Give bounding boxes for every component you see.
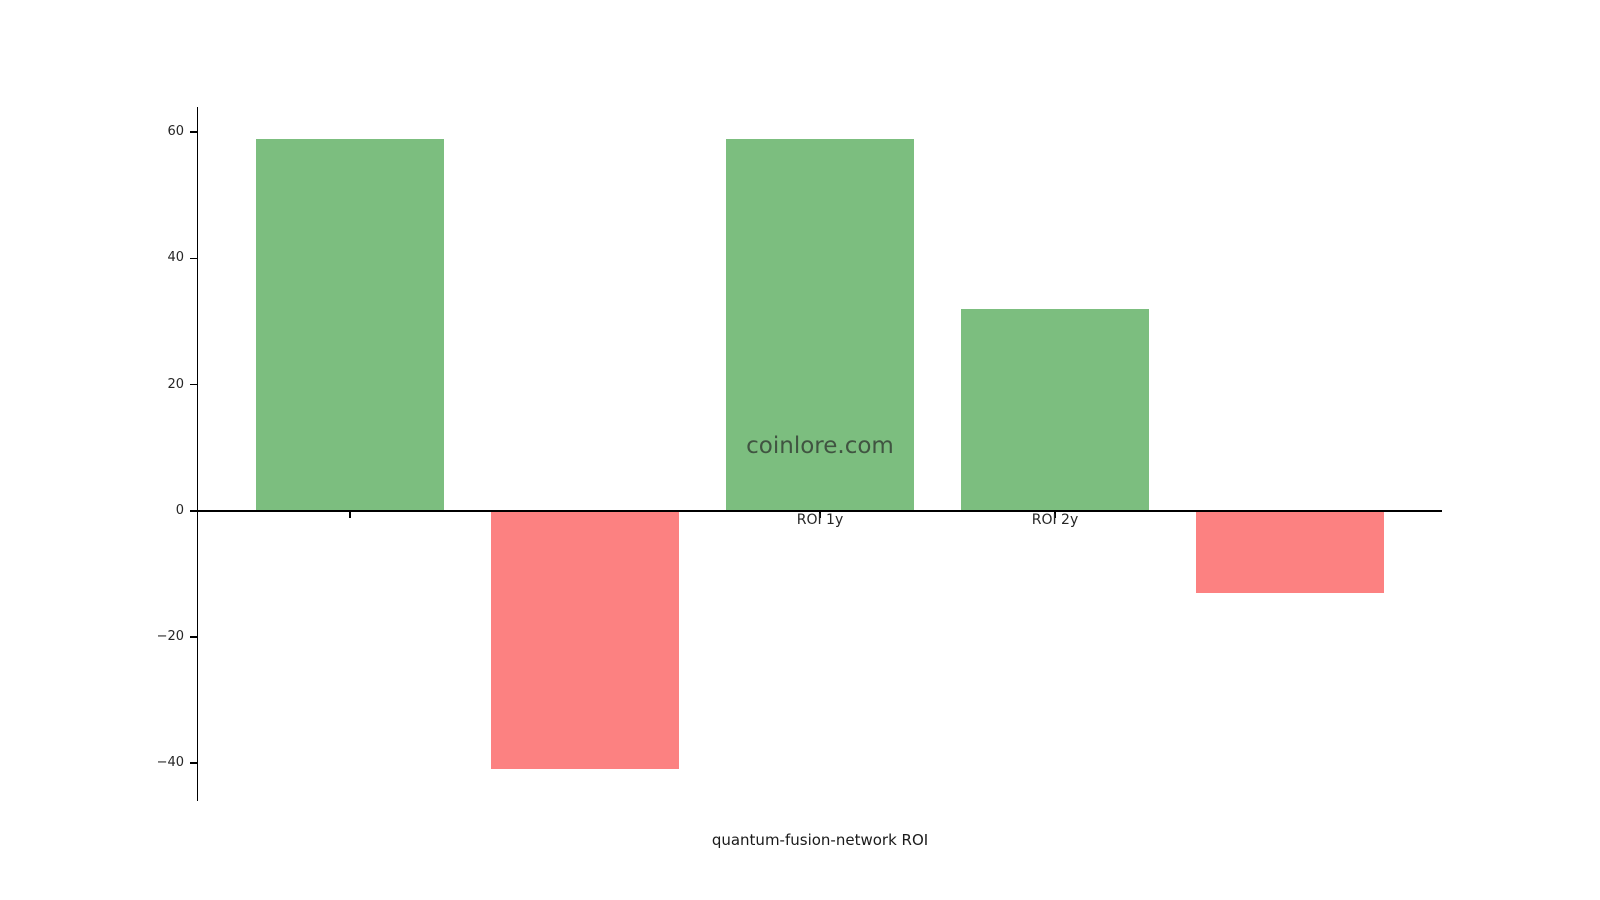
y-tick-label: −20 bbox=[156, 628, 184, 644]
x-tick-label: ROI 1y bbox=[796, 511, 844, 528]
x-axis-line bbox=[198, 510, 1442, 512]
y-tick-label: 20 bbox=[167, 376, 184, 392]
watermark-text: coinlore.com bbox=[746, 433, 894, 459]
y-tick bbox=[190, 131, 198, 133]
y-tick bbox=[190, 636, 198, 638]
x-tick bbox=[1054, 510, 1056, 518]
y-tick-label: −40 bbox=[156, 755, 184, 771]
x-tick bbox=[819, 510, 821, 518]
x-tick-label: ROI 2y bbox=[1031, 511, 1079, 528]
y-tick bbox=[190, 257, 198, 260]
y-tick bbox=[190, 762, 198, 764]
y-axis-line bbox=[196, 107, 198, 801]
bar bbox=[726, 138, 914, 511]
x-tick bbox=[349, 510, 351, 518]
y-tick-label: 0 bbox=[175, 502, 184, 518]
y-tick bbox=[190, 510, 198, 512]
y-tick-label: 40 bbox=[167, 250, 184, 266]
y-tick-label: 60 bbox=[167, 124, 184, 140]
bar bbox=[1196, 510, 1384, 593]
bar bbox=[491, 510, 679, 770]
y-tick bbox=[190, 383, 198, 386]
chart-xlabel: quantum-fusion-network ROI bbox=[711, 831, 929, 849]
bar bbox=[256, 138, 444, 511]
bar bbox=[961, 308, 1149, 511]
